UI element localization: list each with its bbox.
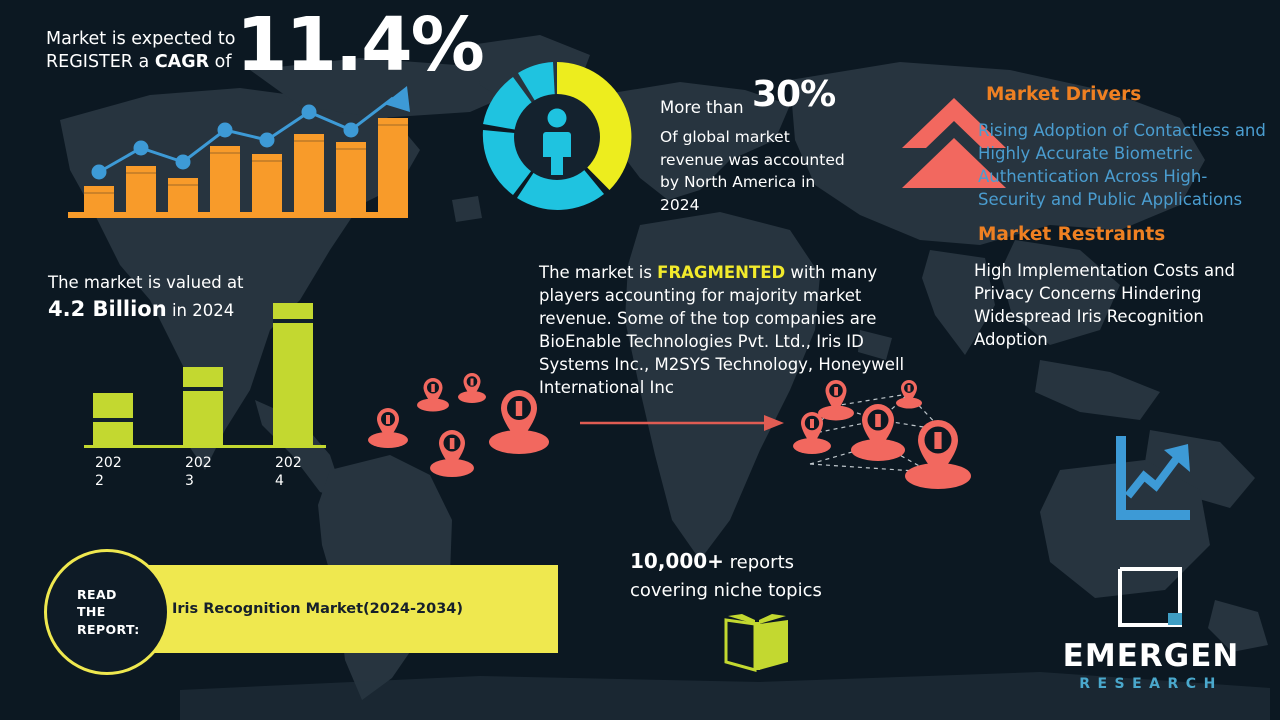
growth-chart-icon bbox=[1116, 436, 1190, 520]
north-america-stat: More than 30% Of global market revenue w… bbox=[660, 74, 870, 217]
logo-square-icon bbox=[1118, 567, 1182, 627]
cagr-block: Market is expected to REGISTER a CAGR of… bbox=[46, 8, 485, 104]
map-pin-icon bbox=[368, 408, 408, 448]
growth-baseline bbox=[68, 212, 408, 218]
map-pin-icon bbox=[905, 420, 971, 489]
cagr-line1: Market is expected to bbox=[46, 29, 236, 49]
map-pin-icon bbox=[430, 430, 474, 477]
brand-subname: RESEARCH bbox=[1079, 676, 1223, 692]
read-report-banner[interactable]: Iris Recognition Market(2024-2034) bbox=[100, 565, 558, 653]
map-pin-icon bbox=[896, 380, 922, 409]
brand-name: EMERGEN bbox=[1062, 638, 1240, 674]
growth-line-dots bbox=[91, 104, 359, 180]
cagr-line2-bold: CAGR bbox=[154, 52, 210, 73]
emergen-research-logo: EMERGEN RESEARCH bbox=[1020, 566, 1280, 698]
market-drivers-text: Rising Adoption of Contactless and Highl… bbox=[978, 121, 1266, 209]
reports-count-subtitle: covering niche topics bbox=[630, 580, 822, 601]
growth-bars bbox=[84, 118, 408, 214]
market-value-line1: The market is valued at bbox=[48, 273, 244, 292]
svg-text:202: 202 bbox=[275, 455, 302, 471]
reports-count-value: 10,000+ bbox=[630, 549, 724, 573]
read-report-circle[interactable]: READ THE REPORT: bbox=[44, 549, 170, 675]
na-more-than-label: More than bbox=[660, 98, 744, 117]
map-pin-icon bbox=[417, 378, 449, 412]
read-report-line1: READ bbox=[77, 587, 117, 603]
right-arrow-icon bbox=[580, 415, 784, 431]
map-pin-icon bbox=[851, 404, 905, 461]
svg-text:202: 202 bbox=[185, 455, 212, 471]
up-arrow-icon bbox=[902, 98, 1006, 188]
na-percent-value: 30% bbox=[752, 74, 836, 115]
report-title: Iris Recognition Market(2024-2034) bbox=[172, 601, 464, 617]
green-baseline bbox=[84, 445, 326, 448]
fragmented-market-paragraph: The market is FRAGMENTED with many playe… bbox=[539, 262, 911, 400]
svg-text:4: 4 bbox=[275, 473, 284, 489]
svg-text:3: 3 bbox=[185, 473, 194, 489]
map-pin-icon bbox=[458, 373, 486, 403]
growth-arrowhead bbox=[384, 86, 410, 112]
person-icon bbox=[543, 108, 571, 175]
read-report-line3: REPORT: bbox=[77, 621, 140, 637]
bar-2024 bbox=[273, 303, 313, 445]
growth-trend-chart bbox=[68, 86, 410, 218]
map-pin-icon bbox=[793, 412, 831, 454]
na-description: Of global market revenue was accounted b… bbox=[660, 128, 845, 214]
market-restraints-heading: Market Restraints bbox=[978, 224, 1166, 245]
cagr-line2-post: of bbox=[209, 52, 232, 73]
cagr-description: Market is expected to REGISTER a CAGR of bbox=[46, 28, 242, 74]
market-value-amount: 4.2 Billion bbox=[48, 296, 167, 321]
frag-highlight: FRAGMENTED bbox=[657, 263, 786, 282]
read-report-line2: THE bbox=[77, 604, 106, 620]
reports-count-word: reports bbox=[723, 552, 795, 573]
reports-count-block: 10,000+ reports covering niche topics bbox=[630, 549, 890, 601]
market-size-bar-chart: 202 2 202 3 202 4 bbox=[84, 303, 326, 489]
svg-text:2: 2 bbox=[95, 473, 104, 489]
map-pin-icon bbox=[818, 380, 854, 421]
map-pin-icon bbox=[489, 390, 549, 454]
market-value-label: The market is valued at 4.2 Billion in 2… bbox=[48, 273, 348, 325]
map-pin-cluster-right bbox=[793, 380, 971, 489]
green-axis-labels: 202 2 202 3 202 4 bbox=[95, 455, 302, 489]
map-pin-cluster-left bbox=[368, 373, 549, 477]
frag-post: with many players accounting for majorit… bbox=[539, 263, 905, 397]
cagr-line2-pre: REGISTER a bbox=[46, 52, 155, 73]
frag-pre: The market is bbox=[539, 263, 658, 282]
market-value-year: in 2024 bbox=[166, 300, 235, 320]
open-book-icon bbox=[724, 614, 788, 672]
market-restraints-text: High Implementation Costs and Privacy Co… bbox=[974, 261, 1235, 349]
north-america-donut-chart bbox=[482, 62, 632, 211]
green-bars bbox=[93, 303, 313, 445]
svg-text:202: 202 bbox=[95, 455, 122, 471]
cagr-value: 11.4% bbox=[236, 2, 485, 88]
bar-2023 bbox=[183, 367, 223, 445]
read-report-label: READ THE REPORT: bbox=[77, 586, 140, 638]
market-drivers-heading: Market Drivers bbox=[986, 84, 1142, 105]
